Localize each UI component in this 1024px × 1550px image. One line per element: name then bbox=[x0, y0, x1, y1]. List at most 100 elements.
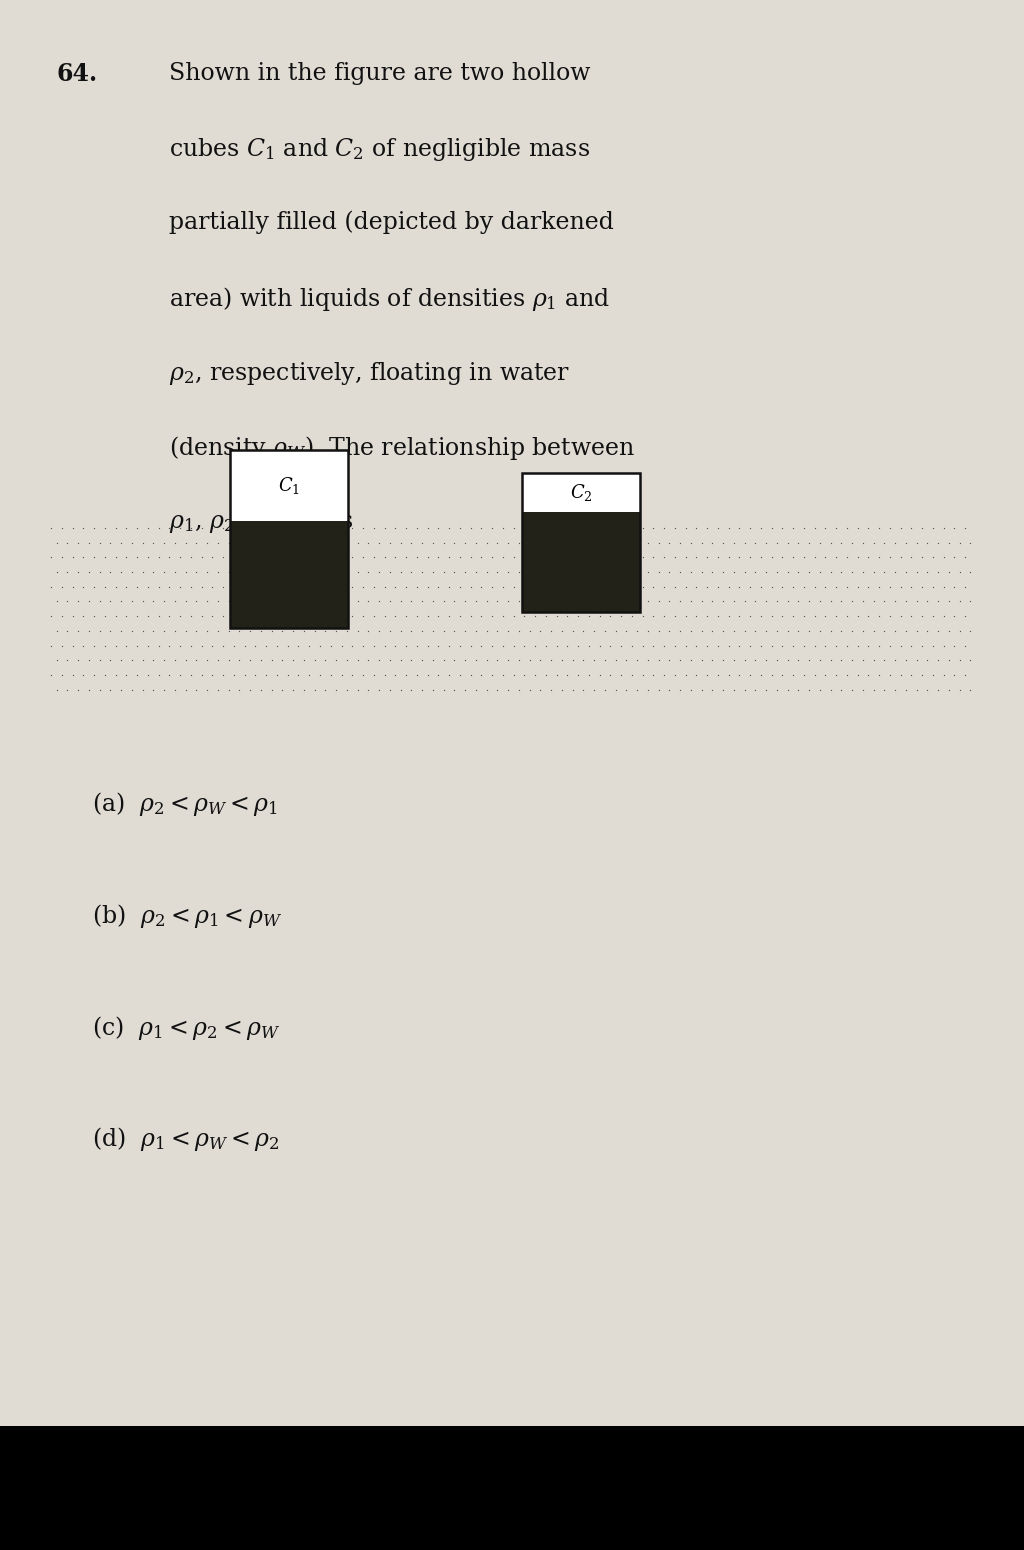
Point bbox=[521, 648, 538, 673]
Point bbox=[484, 663, 501, 688]
Point bbox=[446, 618, 463, 643]
Point bbox=[139, 634, 157, 659]
Point bbox=[360, 530, 377, 555]
Point bbox=[360, 677, 377, 702]
Point bbox=[102, 618, 119, 643]
Point bbox=[887, 530, 903, 555]
Point bbox=[366, 604, 382, 629]
Point bbox=[177, 530, 194, 555]
Point bbox=[113, 530, 129, 555]
Point bbox=[280, 634, 296, 659]
Point bbox=[506, 604, 522, 629]
Point bbox=[521, 677, 538, 702]
Point bbox=[215, 546, 231, 570]
Point bbox=[748, 618, 764, 643]
Point bbox=[102, 648, 119, 673]
Text: 64.: 64. bbox=[56, 62, 97, 85]
Point bbox=[76, 663, 92, 688]
Point bbox=[258, 663, 274, 688]
Point bbox=[908, 677, 925, 702]
Point bbox=[640, 589, 656, 614]
Point bbox=[452, 663, 468, 688]
Point bbox=[108, 663, 124, 688]
Point bbox=[457, 618, 473, 643]
Point bbox=[705, 618, 721, 643]
Point bbox=[403, 530, 420, 555]
Point bbox=[882, 546, 898, 570]
Point bbox=[205, 604, 221, 629]
Point bbox=[640, 618, 656, 643]
Point bbox=[871, 634, 888, 659]
Point bbox=[167, 530, 183, 555]
Point bbox=[134, 618, 151, 643]
Point bbox=[796, 663, 812, 688]
Point bbox=[291, 634, 307, 659]
Point bbox=[871, 663, 888, 688]
Point bbox=[86, 604, 102, 629]
Point bbox=[855, 530, 871, 555]
Point bbox=[91, 648, 108, 673]
Point bbox=[306, 648, 323, 673]
Point bbox=[936, 663, 952, 688]
Point bbox=[930, 648, 946, 673]
Point bbox=[425, 677, 441, 702]
Point bbox=[882, 634, 898, 659]
Point bbox=[258, 634, 274, 659]
Point bbox=[753, 546, 769, 570]
Point bbox=[887, 589, 903, 614]
Point bbox=[693, 618, 710, 643]
Point bbox=[683, 589, 699, 614]
Point bbox=[91, 677, 108, 702]
Point bbox=[930, 530, 946, 555]
Point bbox=[242, 648, 258, 673]
Point bbox=[355, 546, 372, 570]
Point bbox=[506, 575, 522, 600]
Point bbox=[850, 516, 866, 541]
Point bbox=[199, 677, 215, 702]
Point bbox=[860, 516, 877, 541]
Point bbox=[409, 604, 425, 629]
Point bbox=[785, 516, 802, 541]
Point bbox=[807, 604, 823, 629]
Point bbox=[468, 648, 484, 673]
Point bbox=[946, 604, 963, 629]
Text: (b)  $\rho_2 < \rho_1 < \rho_W$: (b) $\rho_2 < \rho_1 < \rho_W$ bbox=[92, 902, 283, 930]
Point bbox=[463, 546, 479, 570]
Point bbox=[887, 648, 903, 673]
Point bbox=[162, 546, 178, 570]
Point bbox=[489, 589, 506, 614]
Point bbox=[457, 560, 473, 584]
Point bbox=[721, 575, 737, 600]
Point bbox=[425, 560, 441, 584]
Point bbox=[366, 634, 382, 659]
Point bbox=[538, 663, 554, 688]
Point bbox=[167, 677, 183, 702]
Point bbox=[801, 618, 817, 643]
Bar bbox=[522, 512, 640, 612]
Point bbox=[177, 589, 194, 614]
Point bbox=[887, 560, 903, 584]
Point bbox=[463, 604, 479, 629]
Point bbox=[871, 604, 888, 629]
Point bbox=[457, 648, 473, 673]
Point bbox=[349, 648, 366, 673]
Point bbox=[129, 663, 145, 688]
Point bbox=[581, 634, 597, 659]
Point bbox=[511, 648, 527, 673]
Point bbox=[91, 618, 108, 643]
Point bbox=[774, 663, 791, 688]
Point bbox=[828, 634, 845, 659]
Point bbox=[764, 575, 780, 600]
Point bbox=[344, 575, 360, 600]
Point bbox=[220, 589, 237, 614]
Point bbox=[392, 530, 409, 555]
Point bbox=[59, 560, 76, 584]
Point bbox=[903, 575, 920, 600]
Point bbox=[435, 618, 452, 643]
Point bbox=[167, 618, 183, 643]
Point bbox=[172, 604, 188, 629]
Point bbox=[65, 546, 81, 570]
Point bbox=[425, 530, 441, 555]
Point bbox=[554, 648, 570, 673]
Point bbox=[285, 677, 301, 702]
